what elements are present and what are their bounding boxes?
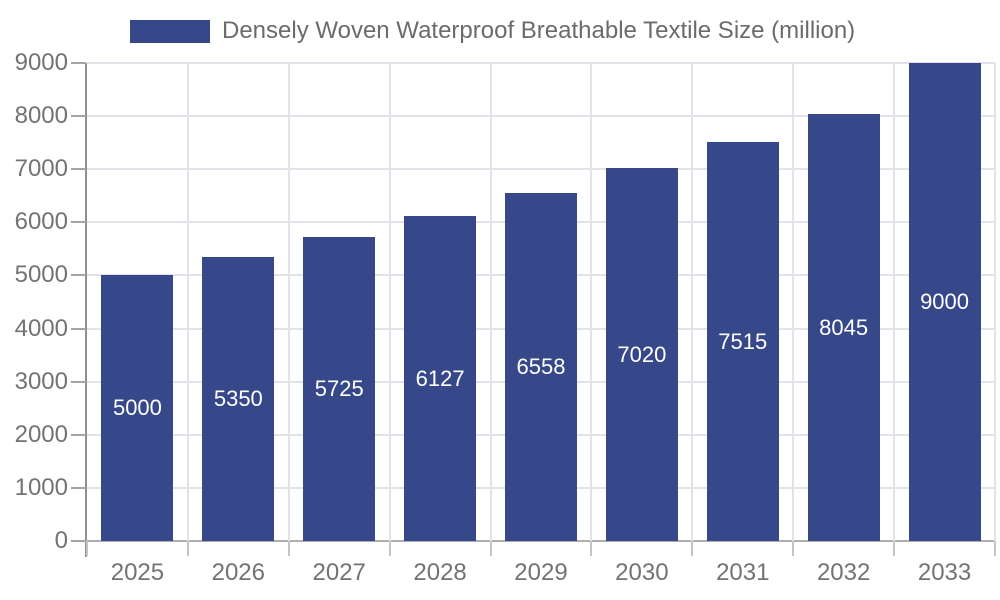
x-axis-tick-label: 2032 bbox=[816, 559, 871, 586]
y-axis-tick bbox=[71, 62, 86, 64]
y-axis-tick bbox=[71, 487, 86, 489]
gridline-horizontal bbox=[87, 168, 995, 170]
x-axis-tick bbox=[86, 541, 88, 556]
x-axis-tick-label: 2028 bbox=[413, 559, 467, 586]
bar[interactable]: 8045 bbox=[807, 114, 880, 541]
bar-value-label: 6558 bbox=[516, 354, 566, 379]
gridline-horizontal bbox=[87, 115, 995, 117]
x-axis-tick bbox=[893, 541, 895, 556]
bar-value-label: 5350 bbox=[213, 386, 263, 411]
x-axis-tick-label: 2029 bbox=[514, 559, 568, 586]
y-axis-tick-label: 3000 bbox=[14, 368, 68, 395]
x-axis-tick bbox=[288, 541, 290, 556]
bar[interactable]: 6127 bbox=[404, 216, 477, 541]
x-axis-tick-label: 2031 bbox=[716, 559, 770, 586]
x-axis-tick-label: 2030 bbox=[615, 559, 669, 586]
bar[interactable]: 9000 bbox=[908, 63, 981, 541]
legend-swatch bbox=[130, 19, 210, 43]
y-axis-tick-label: 6000 bbox=[14, 208, 68, 235]
bar[interactable]: 7515 bbox=[706, 142, 779, 541]
legend-label: Densely Woven Waterproof Breathable Text… bbox=[222, 17, 856, 44]
bar-value-label: 6127 bbox=[415, 365, 465, 391]
bar-value-label: 9000 bbox=[920, 289, 970, 314]
y-axis-tick bbox=[71, 381, 86, 383]
x-axis-tick bbox=[792, 541, 794, 556]
bar[interactable]: 6558 bbox=[505, 193, 577, 541]
y-axis-tick-label: 2000 bbox=[14, 421, 68, 448]
x-axis-tick-label: 2025 bbox=[110, 559, 165, 586]
bar-value-label: 7020 bbox=[617, 341, 667, 367]
legend-item[interactable]: Densely Woven Waterproof Breathable Text… bbox=[130, 16, 855, 46]
x-axis-tick bbox=[389, 541, 391, 556]
y-axis-tick bbox=[71, 540, 86, 542]
y-axis-tick-label: 0 bbox=[54, 527, 68, 554]
bar[interactable]: 5350 bbox=[202, 257, 275, 541]
gridline-vertical bbox=[994, 63, 996, 541]
y-axis-tick-label: 5000 bbox=[14, 261, 68, 288]
bar-value-label: 8045 bbox=[819, 314, 869, 340]
bar[interactable]: 7020 bbox=[605, 168, 678, 541]
gridline-horizontal bbox=[87, 62, 995, 64]
y-axis-tick-label: 1000 bbox=[14, 474, 68, 501]
y-axis-tick bbox=[71, 115, 86, 117]
gridline-vertical bbox=[490, 63, 492, 541]
x-axis-tick bbox=[691, 541, 693, 556]
x-axis-tick bbox=[590, 541, 592, 556]
y-axis-tick-label: 9000 bbox=[14, 49, 68, 76]
bar-value-label: 7515 bbox=[718, 328, 768, 354]
x-axis-tick-label: 2027 bbox=[312, 559, 366, 586]
bar-value-label: 5000 bbox=[112, 395, 162, 420]
y-axis-tick bbox=[71, 274, 86, 276]
y-axis-tick bbox=[71, 168, 86, 170]
x-axis-tick-label: 2033 bbox=[917, 559, 972, 586]
x-axis-tick bbox=[994, 541, 996, 556]
gridline-vertical bbox=[288, 63, 290, 541]
gridline-vertical bbox=[187, 63, 189, 541]
gridline-vertical bbox=[893, 63, 895, 541]
bar[interactable]: 5725 bbox=[303, 237, 376, 541]
x-axis-line bbox=[71, 540, 995, 542]
x-axis-tick-label: 2026 bbox=[211, 559, 265, 586]
bar[interactable]: 5000 bbox=[101, 275, 174, 541]
gridline-vertical bbox=[389, 63, 391, 541]
gridline-vertical bbox=[590, 63, 592, 541]
gridline-vertical bbox=[792, 63, 794, 541]
bar-value-label: 5725 bbox=[314, 376, 364, 401]
y-axis-tick-label: 7000 bbox=[14, 155, 68, 182]
y-axis-tick bbox=[71, 221, 86, 223]
gridline-vertical bbox=[691, 63, 693, 541]
y-axis-line bbox=[85, 63, 87, 557]
y-axis-tick-label: 8000 bbox=[14, 102, 68, 129]
y-axis-tick bbox=[71, 328, 86, 330]
plot-area: 5000 5350 5725 6127 6558 7020 7515 8045 9000 bbox=[87, 62, 996, 541]
y-axis-tick-label: 4000 bbox=[14, 315, 68, 342]
y-axis-tick bbox=[71, 434, 86, 436]
x-axis-tick bbox=[490, 541, 492, 556]
x-axis-tick bbox=[187, 541, 189, 556]
